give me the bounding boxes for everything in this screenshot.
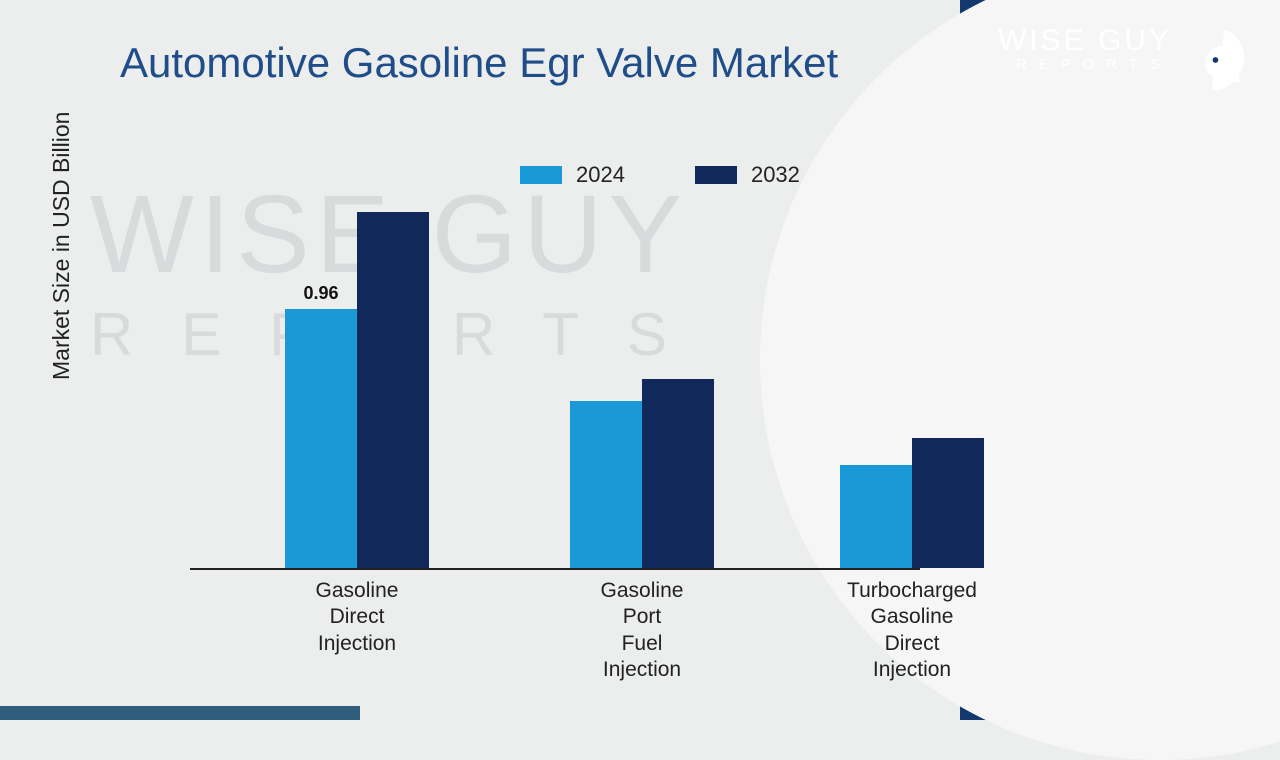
bar <box>357 212 429 568</box>
right-panel <box>960 0 1280 720</box>
brand-logo: WISE GUY REPORTS <box>998 24 1250 73</box>
chart-title: Automotive Gasoline Egr Valve Market <box>120 40 838 86</box>
brand-sub-text: REPORTS <box>998 56 1172 73</box>
bar-chart: 0.96 <box>100 190 920 570</box>
legend-item-2024: 2024 <box>520 162 625 188</box>
x-axis-label: Gasoline Direct Injection <box>272 578 442 657</box>
legend-label-2024: 2024 <box>576 162 625 188</box>
bar <box>642 379 714 568</box>
bar-group: 0.96 <box>285 212 429 568</box>
legend-label-2032: 2032 <box>751 162 800 188</box>
legend-item-2032: 2032 <box>695 162 800 188</box>
bar <box>912 438 984 568</box>
bar <box>840 465 912 568</box>
bar-value-label: 0.96 <box>303 283 338 304</box>
bottom-accent-bar <box>0 706 360 720</box>
legend: 2024 2032 <box>520 162 800 188</box>
legend-swatch-2032 <box>695 166 737 184</box>
bar-group <box>840 438 984 568</box>
plot-area: 0.96 <box>190 190 920 570</box>
bar <box>570 401 642 568</box>
y-axis-label: Market Size in USD Billion <box>48 112 75 380</box>
bar: 0.96 <box>285 309 357 568</box>
bar-group <box>570 379 714 568</box>
brand-main-text: WISE GUY <box>998 24 1172 58</box>
legend-swatch-2024 <box>520 166 562 184</box>
x-axis-label: Turbocharged Gasoline Direct Injection <box>827 578 997 683</box>
x-axis-label: Gasoline Port Fuel Injection <box>557 578 727 683</box>
